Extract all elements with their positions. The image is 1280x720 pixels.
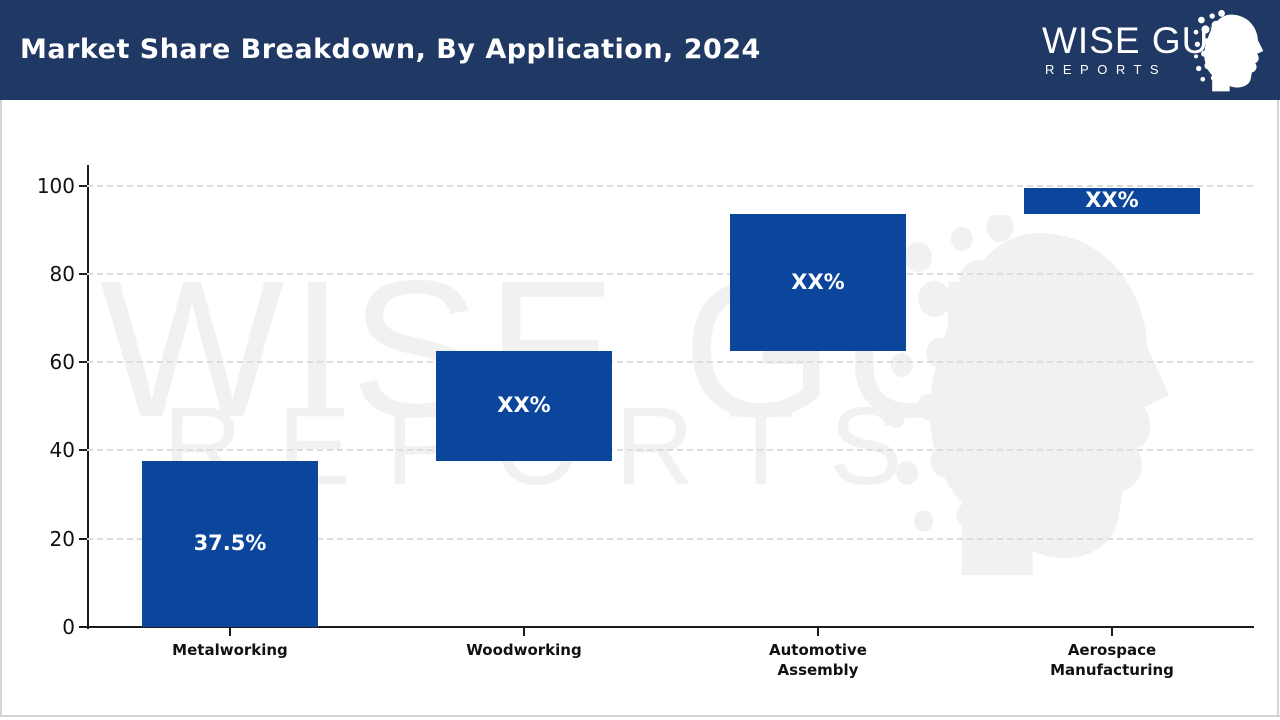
- logo-subtext: REPORTS: [1045, 62, 1168, 77]
- bar-value-label: XX%: [791, 269, 845, 294]
- waterfall-chart: 0 20 40 60 80 100 37.5% XX% XX% XX% Metalworking Wo…: [0, 100, 1280, 716]
- x-axis-category-label: Metalworking: [172, 641, 288, 659]
- x-tick: [817, 628, 819, 636]
- bar-value-label: XX%: [497, 393, 551, 418]
- header-bar: Market Share Breakdown, By Application, …: [0, 0, 1280, 100]
- y-tick-label: 40: [49, 438, 75, 463]
- x-axis-line: [87, 626, 1254, 628]
- bar-value-label: XX%: [1085, 187, 1139, 212]
- x-tick: [523, 628, 525, 636]
- y-tick: [79, 361, 87, 364]
- x-axis-category-label: Woodworking: [466, 641, 582, 659]
- y-tick-label: 20: [49, 526, 75, 551]
- y-tick-label: 100: [36, 173, 75, 198]
- gridline: [87, 272, 1253, 275]
- x-axis-category-label: Automotive Assembly: [769, 641, 867, 679]
- gridline: [87, 361, 1253, 364]
- wise-guy-head-icon: [1193, 10, 1264, 92]
- y-tick: [79, 537, 87, 540]
- bar-value-label: 37.5%: [193, 531, 267, 556]
- waterfall-bar: [436, 351, 612, 462]
- frame-edge-bottom: [0, 715, 1280, 717]
- x-axis-category-label: Aerospace Manufacturing: [1050, 641, 1174, 679]
- y-tick: [79, 272, 87, 275]
- waterfall-bar: [730, 214, 906, 352]
- wise-guy-logo: WISE GUY REPORTS: [1016, 6, 1266, 94]
- y-axis-line: [87, 165, 89, 629]
- gridline: [87, 449, 1253, 452]
- x-tick: [1111, 628, 1113, 636]
- waterfall-bar: [142, 461, 318, 627]
- waterfall-bar: [1024, 187, 1200, 215]
- x-tick: [229, 628, 231, 636]
- gridline: [87, 184, 1253, 187]
- y-tick-label: 80: [49, 261, 75, 286]
- y-tick: [79, 184, 87, 187]
- y-tick: [79, 449, 87, 452]
- gridline: [87, 537, 1253, 540]
- page-title: Market Share Breakdown, By Application, …: [20, 34, 761, 65]
- y-tick: [79, 626, 87, 628]
- y-tick-label: 60: [49, 350, 75, 375]
- frame-edge-left: [0, 100, 2, 716]
- y-tick-label: 0: [62, 615, 75, 639]
- frame-edge-right: [1277, 100, 1279, 716]
